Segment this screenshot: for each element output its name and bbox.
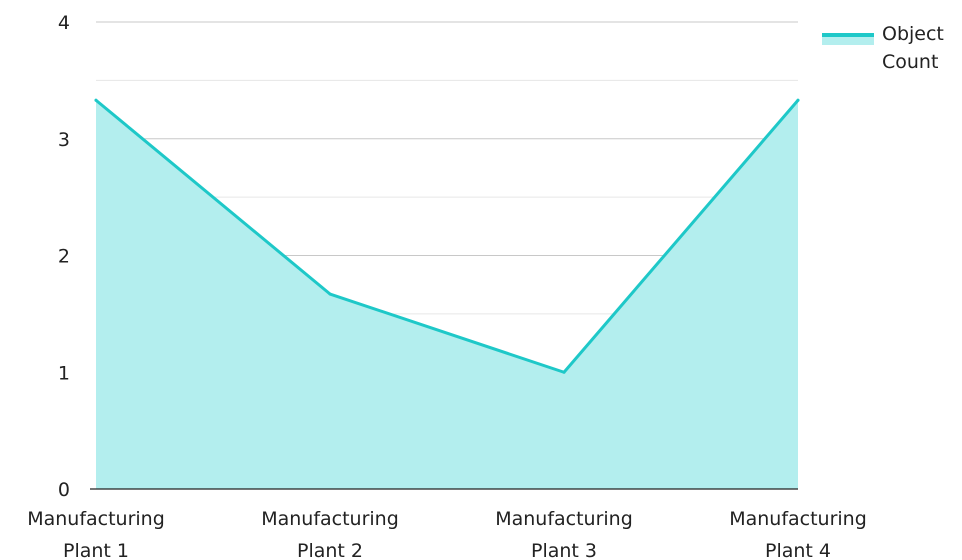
y-tick-label: 1 xyxy=(58,362,70,384)
x-tick-label: Manufacturing Plant 2 xyxy=(261,508,399,560)
series-line xyxy=(94,98,800,374)
y-tick-label: 2 xyxy=(58,246,70,268)
y-axis-ticks: 0 1 2 3 4 xyxy=(58,12,70,501)
y-tick-label: 4 xyxy=(58,12,70,34)
area-layer xyxy=(96,100,798,489)
data-point xyxy=(94,98,98,102)
x-tick-label: Manufacturing Plant 1 xyxy=(27,508,165,560)
series-area xyxy=(96,100,798,489)
legend: Object Count xyxy=(822,23,944,73)
y-tick-label: 3 xyxy=(58,129,70,151)
y-tick-label: 0 xyxy=(58,479,70,501)
line-layer xyxy=(94,98,800,374)
x-tick-label: Manufacturing Plant 4 xyxy=(729,508,867,560)
legend-swatch-fill xyxy=(822,35,874,45)
x-axis-ticks: Manufacturing Plant 1 Manufacturing Plant 2… xyxy=(27,508,867,560)
legend-label: Object Count xyxy=(882,23,944,73)
data-point xyxy=(328,292,332,296)
data-point xyxy=(562,370,566,374)
data-point xyxy=(796,98,800,102)
x-tick-label: Manufacturing Plant 3 xyxy=(495,508,633,560)
